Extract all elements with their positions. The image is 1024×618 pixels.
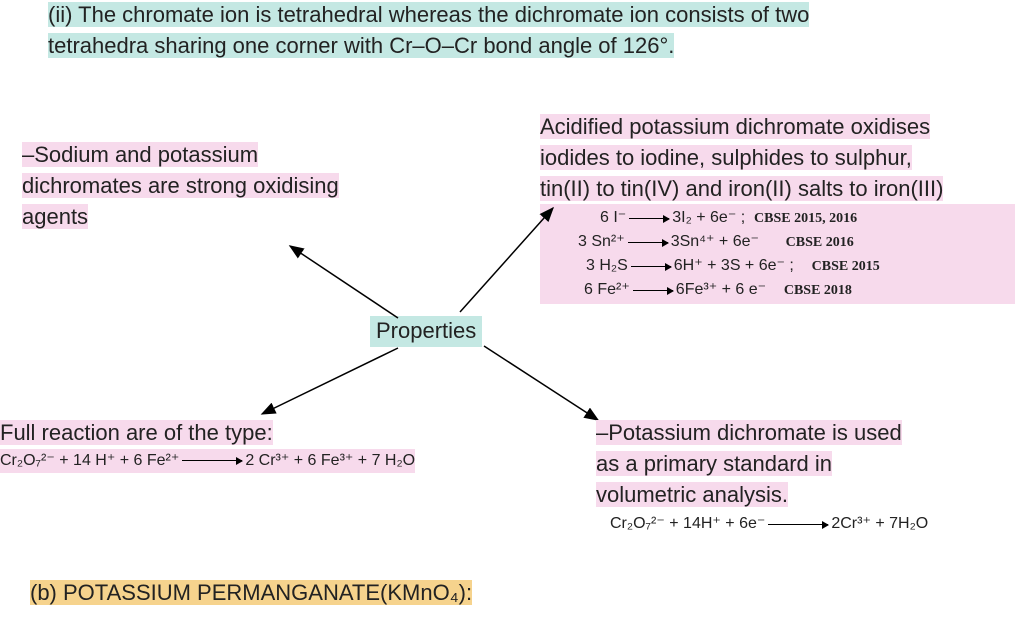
se-eq-lhs: Cr₂O₇²⁻ + 14H⁺ + 6e⁻ xyxy=(610,515,765,532)
box-sw-line1: Full reaction are of the type: xyxy=(0,420,273,445)
section-b-heading-text: (b) POTASSIUM PERMANGANATE(KMnO₄): xyxy=(30,580,472,605)
section-b-heading: (b) POTASSIUM PERMANGANATE(KMnO₄): xyxy=(30,578,472,609)
sw-eq-rhs: 2 Cr³⁺ + 6 Fe³⁺ + 7 H₂O xyxy=(245,452,415,469)
arrow-icon xyxy=(768,524,828,525)
box-se-line1: –Potassium dichromate is used xyxy=(596,420,902,445)
box-se-line2: as a primary standard in xyxy=(596,451,832,476)
box-se: –Potassium dichromate is used as a prima… xyxy=(596,418,1016,536)
box-se-eq: Cr₂O₇²⁻ + 14H⁺ + 6e⁻ 2Cr³⁺ + 7H₂O xyxy=(610,512,1016,536)
sw-eq-lhs: Cr₂O₇²⁻ + 14 H⁺ + 6 Fe²⁺ xyxy=(0,452,179,469)
box-sw: Full reaction are of the type: Cr₂O₇²⁻ +… xyxy=(0,418,520,473)
box-se-line3: volumetric analysis. xyxy=(596,482,788,507)
box-sw-eq: Cr₂O₇²⁻ + 14 H⁺ + 6 Fe²⁺ 2 Cr³⁺ + 6 Fe³⁺ … xyxy=(0,449,415,473)
se-eq-rhs: 2Cr³⁺ + 7H₂O xyxy=(831,515,928,532)
arrow-icon xyxy=(182,460,242,461)
